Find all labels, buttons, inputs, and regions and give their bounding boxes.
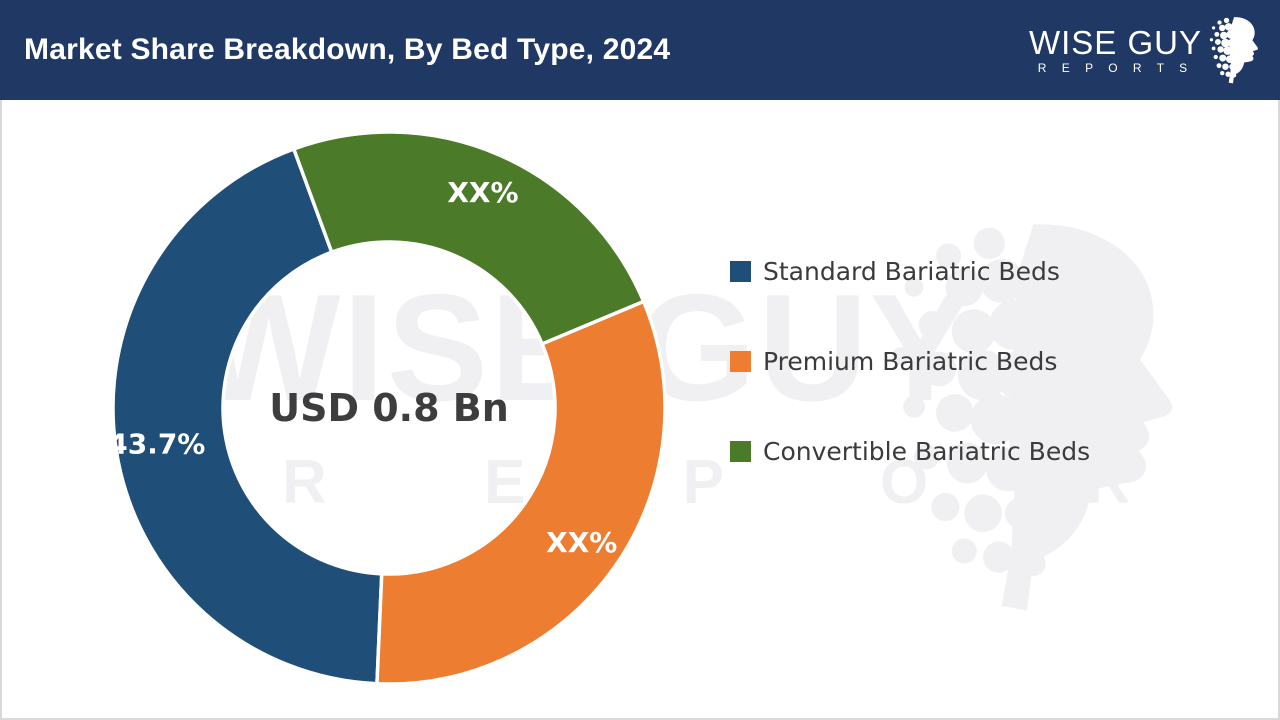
- legend-item-premium: Premium Bariatric Beds: [730, 340, 1090, 382]
- legend: Standard Bariatric Beds Premium Bariatri…: [730, 250, 1090, 520]
- slice-label: XX%: [546, 526, 617, 559]
- legend-item-standard: Standard Bariatric Beds: [730, 250, 1090, 292]
- donut-center-value: USD 0.8 Bn: [269, 386, 509, 430]
- legend-label-standard: Standard Bariatric Beds: [763, 256, 1060, 286]
- donut-svg: 43.7% XX% XX%: [108, 130, 667, 686]
- donut-slice-convertible-bariatric-beds: [292, 130, 646, 346]
- legend-label-convertible: Convertible Bariatric Beds: [763, 436, 1091, 466]
- slice-label: XX%: [447, 176, 518, 209]
- page-title: Market Share Breakdown, By Bed Type, 202…: [24, 33, 671, 66]
- brand-text: WISE GUY R E P O R T S: [1029, 26, 1202, 74]
- brand-subtitle: R E P O R T S: [1037, 61, 1194, 75]
- wiseguy-face-icon: [1206, 15, 1260, 85]
- legend-label-premium: Premium Bariatric Beds: [763, 346, 1058, 376]
- legend-swatch-premium: [730, 350, 751, 372]
- legend-swatch-convertible: [730, 440, 751, 462]
- donut-chart: 43.7% XX% XX%: [89, 108, 689, 708]
- donut-slice-premium-bariatric-beds: [375, 299, 667, 686]
- legend-item-convertible: Convertible Bariatric Beds: [730, 430, 1090, 472]
- slice-label: 43.7%: [108, 428, 205, 461]
- header: Market Share Breakdown, By Bed Type, 202…: [0, 0, 1280, 100]
- chart-canvas: WISE GUY R E P O R T S 43.7%XX%XX% USD 0…: [0, 100, 1280, 720]
- brand-name: WISE GUY: [1028, 24, 1202, 61]
- brand-logo: WISE GUY R E P O R T S: [1029, 15, 1260, 85]
- donut-slice-standard-bariatric-beds: [111, 147, 384, 686]
- legend-swatch-standard: [730, 260, 751, 282]
